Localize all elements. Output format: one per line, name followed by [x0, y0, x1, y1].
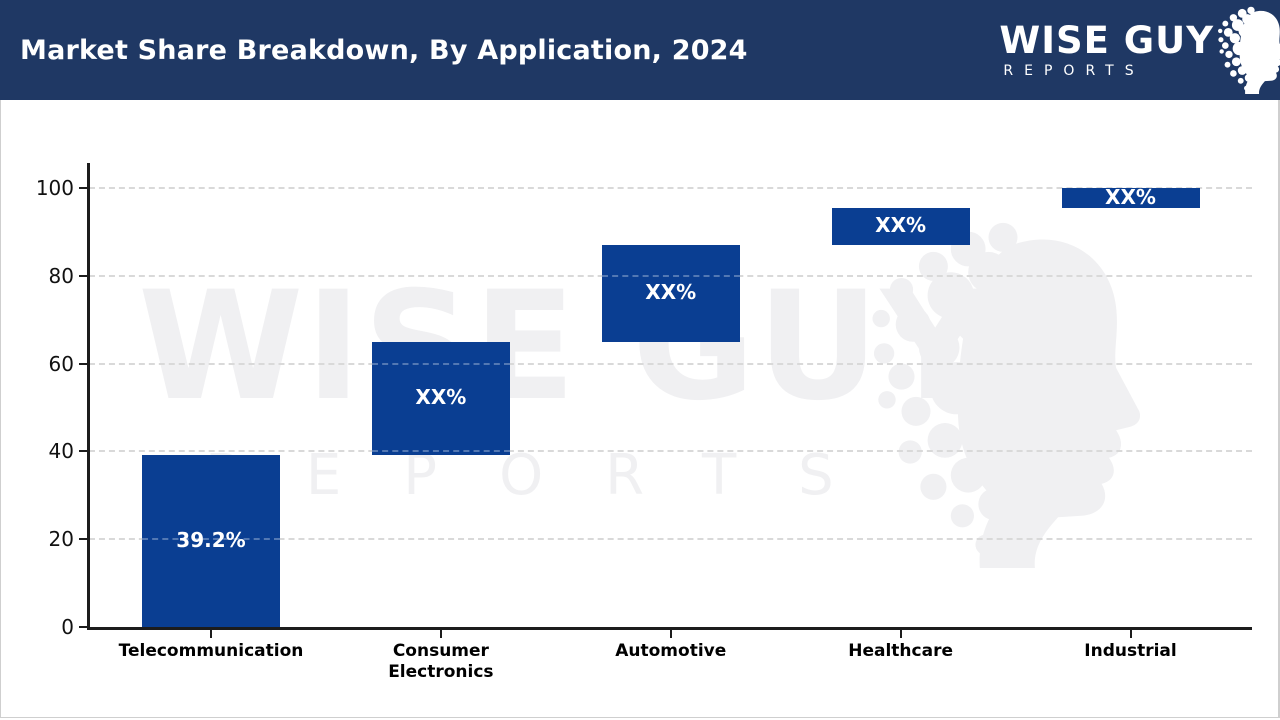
x-tickmark-telecommunication: [210, 629, 212, 638]
y-tickmark-100: [79, 187, 88, 189]
y-tick-label-100: 100: [35, 176, 74, 200]
bar-gridline-40: [371, 450, 510, 453]
bar-telecommunication: 39.2%: [142, 454, 280, 627]
y-tick-label-40: 40: [48, 439, 74, 464]
bar-gridline-80: [601, 274, 740, 277]
x-axis-line: [87, 627, 1252, 630]
bar-gridline-60: [371, 362, 510, 365]
bar-value-label: XX%: [875, 213, 927, 238]
bar-healthcare: XX%: [831, 207, 970, 246]
header-bar: Market Share Breakdown, By Application, …: [0, 0, 1280, 100]
border-bottom: [0, 716, 1280, 718]
x-tickmark-healthcare: [899, 629, 902, 638]
y-tick-label-60: 60: [48, 351, 74, 376]
y-tick-label-80: 80: [48, 263, 74, 288]
bar-value-label: XX%: [645, 280, 697, 305]
logo-reports-text: REPORTS: [1003, 62, 1145, 79]
logo-text: WISE GUY REPORTS: [999, 22, 1214, 79]
y-tick-label-0: 0: [61, 615, 74, 639]
logo-name-text: WISE GUY: [999, 18, 1214, 62]
y-tickmark-80: [79, 274, 88, 277]
bar-industrial: XX%: [1061, 184, 1200, 209]
x-tickmark-automotive: [669, 629, 672, 638]
page-title: Market Share Breakdown, By Application, …: [20, 34, 748, 66]
gridline-60: [89, 362, 1252, 365]
bar-automotive: XX%: [601, 245, 740, 342]
y-axis-line: [87, 163, 90, 629]
y-tick-label-20: 20: [48, 527, 74, 552]
x-tickmark-industrial: [1129, 629, 1132, 638]
x-tick-label-consumer-electronics: Consumer Electronics: [388, 641, 494, 682]
x-tick-label-automotive: Automotive: [615, 641, 727, 661]
gridline-100: [89, 187, 1252, 189]
y-tickmark-0: [79, 626, 88, 628]
x-tick-label-healthcare: Healthcare: [848, 641, 953, 661]
y-tickmark-60: [79, 362, 88, 365]
wise-guy-logo: WISE GUY REPORTS: [999, 0, 1280, 100]
x-tickmark-consumer-electronics: [439, 629, 442, 638]
border-left: [0, 100, 1, 718]
bar-gridline-20: [142, 538, 280, 541]
y-tickmark-40: [79, 450, 88, 453]
x-tick-label-industrial: Industrial: [1084, 641, 1177, 661]
y-tickmark-20: [79, 538, 88, 541]
gridline-40: [89, 450, 1252, 453]
bar-value-label: XX%: [1105, 184, 1156, 209]
x-tick-label-telecommunication: Telecommunication: [118, 641, 304, 661]
border-right: [1278, 100, 1280, 718]
gridline-20: [89, 538, 1252, 541]
bar-consumer-electronics: XX%: [371, 341, 510, 455]
bar-value-label: 39.2%: [176, 527, 246, 552]
bar-value-label: XX%: [415, 385, 467, 410]
